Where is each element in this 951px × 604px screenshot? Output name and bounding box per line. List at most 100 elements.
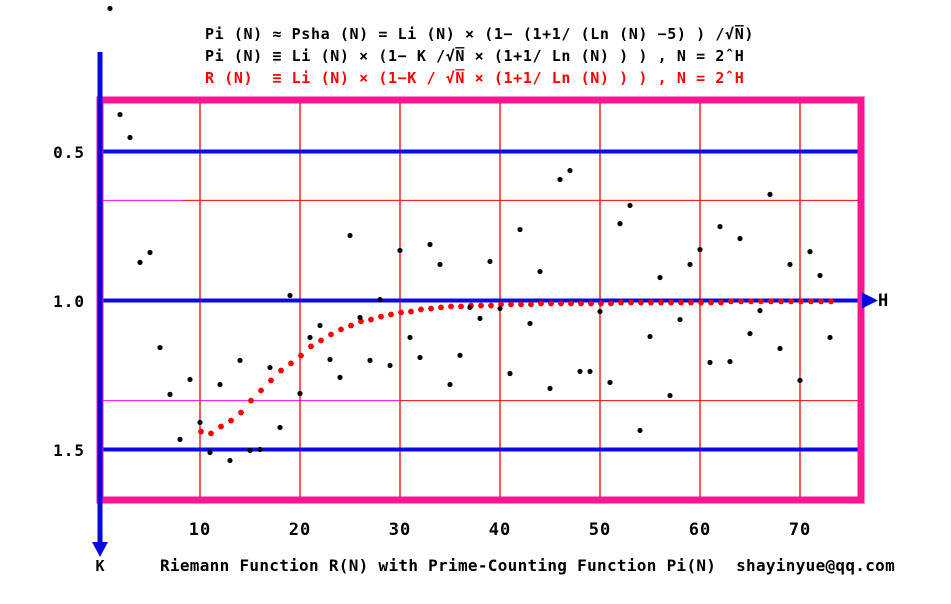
curve-point: [668, 299, 674, 306]
chart-caption: Riemann Function R(N) with Prime-Countin…: [160, 556, 896, 575]
curve-point: [428, 305, 434, 312]
scatter-point: [737, 235, 743, 242]
curve-point: [618, 299, 624, 306]
curve-point: [378, 313, 384, 320]
scatter-point: [507, 370, 513, 377]
scatter-point: [167, 391, 173, 397]
scatter-point: [537, 268, 543, 275]
scatter-point: [187, 376, 193, 383]
scatter-point: [547, 385, 553, 392]
scatter-point: [667, 392, 673, 399]
k-axis-arrow-icon: [92, 542, 108, 557]
scatter-point: [367, 357, 373, 363]
curve-point: [698, 299, 704, 306]
curve-point: [488, 302, 494, 309]
curve-point: [268, 377, 274, 384]
curve-point: [808, 298, 814, 305]
curve-point: [708, 299, 714, 306]
scatter-point: [277, 424, 283, 431]
curve-point: [608, 300, 614, 307]
curve-point: [238, 409, 244, 416]
scatter-point: [157, 344, 163, 351]
scatter-point: [487, 258, 493, 265]
scatter-point: [177, 436, 183, 442]
scatter-point: [357, 314, 363, 321]
curve-point: [728, 298, 734, 305]
scatter-point: [497, 305, 503, 312]
curve-point: [258, 387, 264, 394]
scatter-point: [317, 322, 323, 329]
curve-point: [798, 298, 804, 305]
scatter-point: [637, 427, 643, 434]
scatter-point: [147, 249, 153, 256]
curve-point: [348, 322, 354, 329]
scatter-point: [477, 315, 483, 321]
curve-point: [408, 308, 414, 315]
scatter-point: [347, 232, 353, 239]
scatter-point: [137, 259, 143, 265]
scatter-point: [767, 191, 773, 198]
curve-point: [828, 298, 834, 305]
curve-point: [228, 417, 234, 424]
scatter-point: [787, 261, 793, 268]
scatter-point: [307, 334, 313, 341]
scatter-point: [647, 333, 653, 340]
scatter-point: [197, 419, 203, 425]
curve-point: [758, 298, 764, 305]
curve-point: [478, 302, 484, 309]
scatter-point: [607, 379, 613, 386]
scatter-point: [707, 359, 713, 366]
curve-point: [208, 430, 214, 437]
formula-line-pi: Pi (N) ≡ Li (N) × (1− K /√N̅ × (1+1/ Ln …: [205, 47, 745, 65]
scatter-point: [257, 446, 263, 453]
curve-point: [748, 298, 754, 305]
scatter-point: [407, 334, 413, 341]
scatter-point: [327, 356, 333, 363]
curve-point: [308, 343, 314, 350]
curve-point: [338, 326, 344, 333]
curve-point: [518, 301, 524, 308]
x-tick-label: 50: [588, 520, 612, 540]
scatter-point: [437, 261, 443, 268]
curve-point: [688, 299, 694, 306]
curve-point: [588, 300, 594, 307]
curve-point: [508, 301, 514, 308]
scatter-point: [207, 449, 213, 456]
scatter-point: [657, 274, 663, 281]
curve-point: [738, 298, 744, 305]
curve-point: [198, 428, 204, 435]
curve-point: [598, 300, 604, 307]
scatter-point: [807, 249, 813, 255]
curve-point: [218, 423, 224, 430]
scatter-point: [217, 381, 223, 388]
curve-point: [458, 303, 464, 310]
x-tick-label: 30: [388, 520, 412, 540]
scatter-point: [287, 292, 293, 299]
curve-point: [448, 303, 454, 310]
curve-point: [318, 337, 324, 344]
curve-point: [658, 299, 664, 306]
scatter-point: [267, 364, 273, 371]
curve-point: [248, 397, 254, 404]
curve-point: [398, 309, 404, 316]
scatter-point: [717, 223, 723, 230]
formula-block: Pi (N) ≈ Psha (N) = Li (N) × (1− (1+1/ (…: [205, 23, 754, 89]
scatter-point: [297, 390, 303, 397]
curve-point: [788, 298, 794, 305]
y-tick-label: 0.5: [53, 142, 85, 162]
scatter-point: [817, 272, 823, 279]
scatter-point: [337, 374, 343, 380]
curve-point: [328, 331, 334, 338]
curve-point: [298, 352, 304, 359]
scatter-point: [697, 246, 703, 253]
scatter-point: [797, 377, 803, 383]
scatter-point: [127, 134, 133, 141]
curve-point: [718, 299, 724, 306]
y-axis-label-k: K: [95, 557, 105, 575]
curve-point: [638, 299, 644, 306]
scatter-point: [457, 352, 463, 358]
curve-point: [818, 298, 824, 305]
scatter-point: [447, 381, 453, 388]
scatter-point: [777, 345, 783, 352]
scatter-point: [677, 316, 683, 323]
